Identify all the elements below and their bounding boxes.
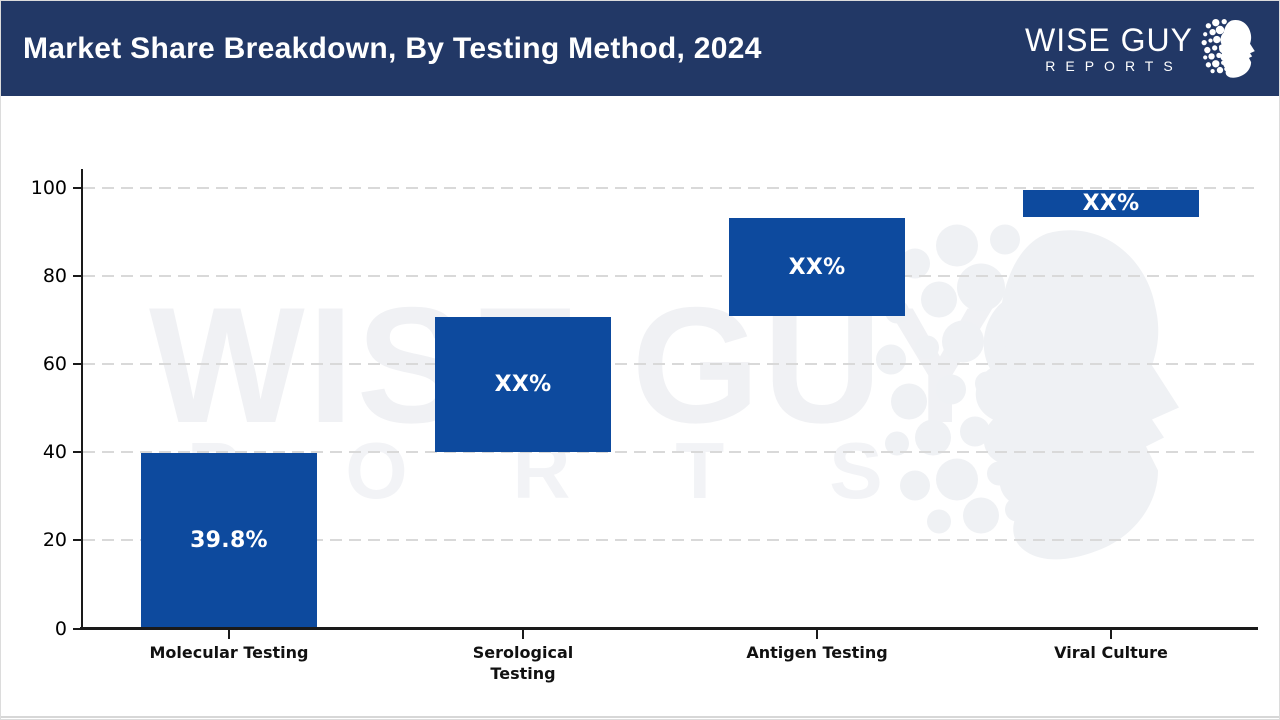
footer-divider <box>1 716 1279 718</box>
y-axis-line <box>81 169 83 630</box>
y-tick-100 <box>73 186 81 189</box>
brand-logo: WISE GUY REPORTS <box>1025 9 1259 89</box>
bar-value-label: 39.8% <box>190 528 268 554</box>
header: Market Share Breakdown, By Testing Metho… <box>1 1 1279 96</box>
x-tick-3 <box>816 630 818 639</box>
y-tick-20 <box>73 539 81 542</box>
x-category-label-3: Antigen Testing <box>746 642 888 662</box>
logo-wordmark: WISE GUY <box>1024 22 1193 58</box>
bar-serological-testing: XX% <box>435 316 611 453</box>
watermark-face-icon <box>876 224 1179 560</box>
x-tick-2 <box>522 630 524 639</box>
bar-value-label: XX% <box>1082 191 1140 217</box>
y-tick-label-20: 20 <box>42 529 67 552</box>
x-tick-4 <box>1110 630 1112 639</box>
y-tick-40 <box>73 451 81 454</box>
y-tick-60 <box>73 362 81 365</box>
x-category-label-1: Molecular Testing <box>149 642 309 662</box>
bar-molecular-testing: 39.8% <box>141 452 317 629</box>
bar-antigen-testing: XX% <box>729 218 905 316</box>
y-tick-0 <box>73 627 81 630</box>
x-axis-line <box>80 627 1258 630</box>
page-title: Market Share Breakdown, By Testing Metho… <box>23 31 762 65</box>
y-tick-label-100: 100 <box>30 176 67 199</box>
gridline-60 <box>83 362 1258 365</box>
y-tick-label-40: 40 <box>42 441 67 464</box>
bar-viral-culture: XX% <box>1023 190 1199 218</box>
y-tick-80 <box>73 274 81 277</box>
logo-face-icon <box>1201 18 1255 78</box>
bar-value-label: XX% <box>494 371 552 397</box>
logo-text: WISE GUY REPORTS <box>1025 24 1193 73</box>
gridline-100 <box>83 186 1258 189</box>
y-tick-label-0: 0 <box>54 617 67 640</box>
x-category-label-4: Viral Culture <box>1054 642 1168 662</box>
x-tick-1 <box>228 630 230 639</box>
y-tick-label-60: 60 <box>42 352 67 375</box>
x-category-label-2: Serological Testing <box>472 642 574 684</box>
y-tick-label-80: 80 <box>42 264 67 287</box>
bar-value-label: XX% <box>788 254 846 280</box>
gridline-80 <box>83 274 1258 277</box>
gridline-20 <box>83 539 1258 542</box>
logo-subtitle: REPORTS <box>1045 58 1183 74</box>
gridline-40 <box>83 451 1258 454</box>
